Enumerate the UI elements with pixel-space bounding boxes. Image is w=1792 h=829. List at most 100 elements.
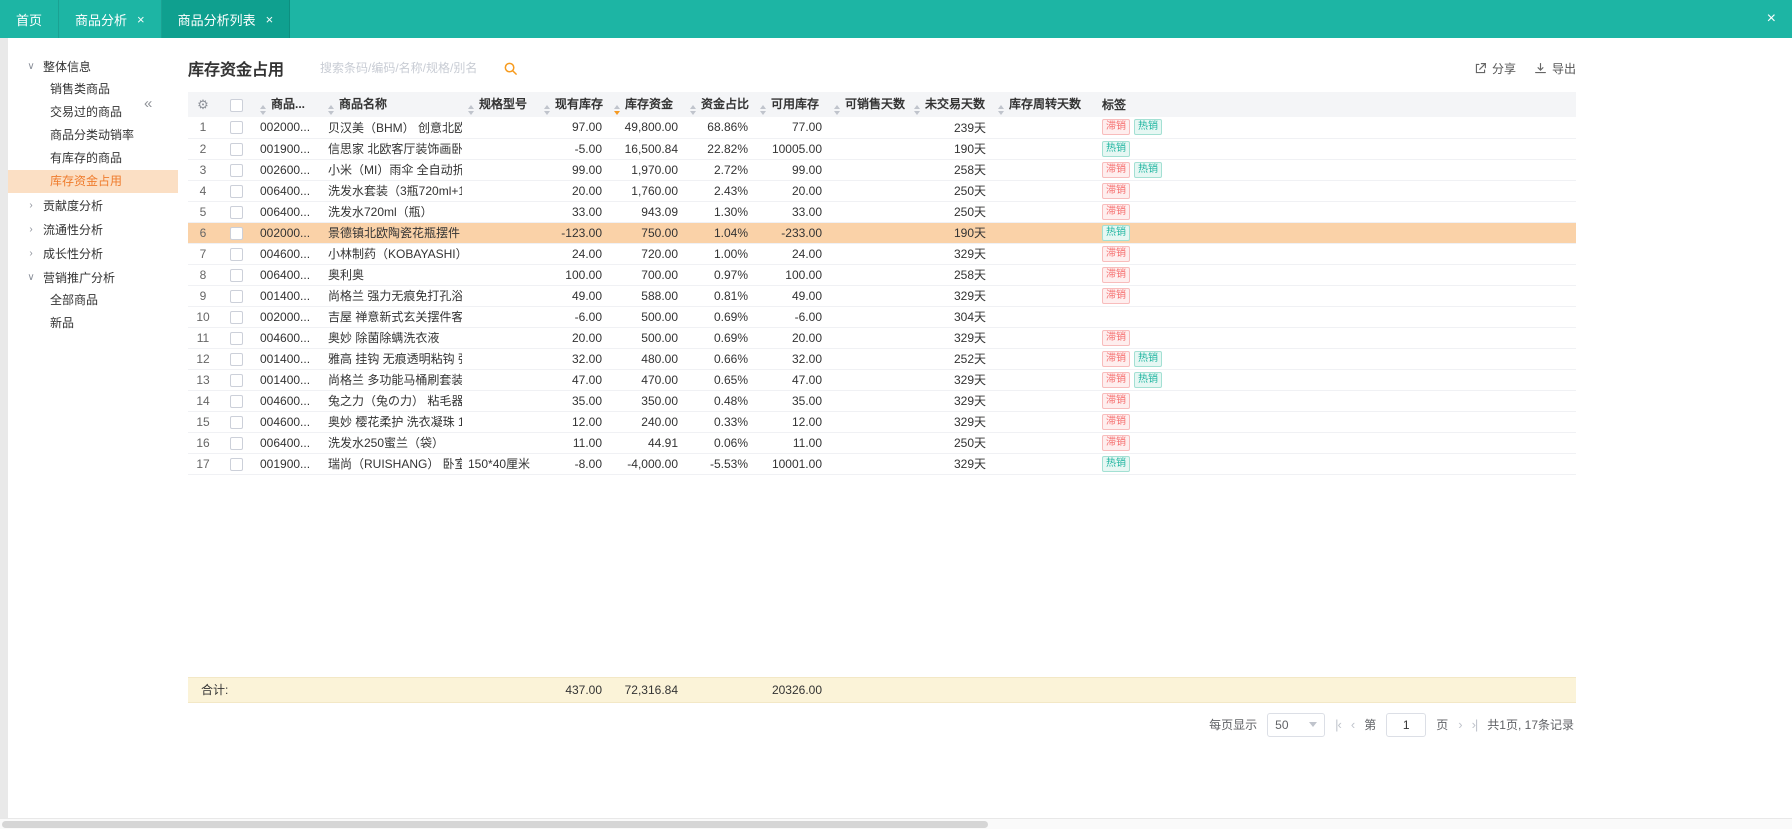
- tab-1[interactable]: 首页: [0, 0, 60, 38]
- export-button[interactable]: 导出: [1534, 60, 1576, 77]
- column-header-name[interactable]: 商品名称: [322, 92, 462, 117]
- row-checkbox[interactable]: [229, 394, 243, 408]
- row-checkbox[interactable]: [229, 121, 243, 135]
- next-page-button[interactable]: ›: [1458, 717, 1462, 732]
- row-checkbox[interactable]: [229, 373, 243, 387]
- sidebar-group-2[interactable]: › 贡献度分析: [8, 193, 178, 217]
- cell-stock: 20.00: [538, 180, 608, 202]
- row-checkbox[interactable]: [229, 331, 243, 345]
- column-header-tags[interactable]: 标签: [1096, 92, 1576, 117]
- row-checkbox[interactable]: [229, 268, 243, 282]
- search-input[interactable]: [318, 60, 498, 76]
- cell-spec: [462, 285, 538, 307]
- sidebar-item[interactable]: 销售类商品: [50, 82, 111, 96]
- tab-close-icon[interactable]: ×: [137, 11, 145, 27]
- first-page-button[interactable]: |‹: [1335, 717, 1342, 732]
- sidebar-group-5[interactable]: ∨ 营销推广分析: [8, 265, 178, 289]
- table-row[interactable]: 15 004600... 奥妙 樱花柔护 洗衣凝珠 10 12.00 240.00 0.3…: [188, 411, 1576, 433]
- row-checkbox[interactable]: [229, 436, 243, 450]
- sort-icon[interactable]: [998, 104, 1004, 115]
- horizontal-scrollbar-thumb[interactable]: [2, 821, 988, 828]
- column-header-code[interactable]: 商品...: [254, 92, 322, 117]
- tab-2[interactable]: 商品分析 ×: [59, 0, 162, 38]
- sort-icon[interactable]: [914, 104, 920, 115]
- table-row[interactable]: 16 006400... 洗发水250蜜兰（袋） 11.00 44.91 0.06% 11.…: [188, 432, 1576, 454]
- page-number-input[interactable]: [1386, 712, 1427, 737]
- cell-no_trade_days: 329天: [908, 453, 992, 475]
- row-checkbox[interactable]: [229, 415, 243, 429]
- sidebar-item[interactable]: 交易过的商品: [50, 105, 123, 119]
- table-row[interactable]: 3 002600... 小米（MI）雨伞 全自动折叠 99.00 1,970.00 2.7…: [188, 159, 1576, 181]
- row-checkbox[interactable]: [229, 310, 243, 324]
- row-checkbox[interactable]: [229, 226, 243, 240]
- sidebar-group-3[interactable]: › 流通性分析: [8, 217, 178, 241]
- cell-stock: 33.00: [538, 201, 608, 223]
- horizontal-scrollbar[interactable]: [0, 818, 1792, 829]
- sort-icon[interactable]: [614, 104, 620, 115]
- sidebar-item[interactable]: 有库存的商品: [50, 151, 123, 165]
- column-header-no_trade_days[interactable]: 未交易天数: [908, 92, 992, 117]
- select-all-checkbox[interactable]: [229, 98, 243, 112]
- tab-3[interactable]: 商品分析列表 ×: [161, 0, 291, 38]
- total-empty-cell: [828, 676, 1576, 703]
- table-row[interactable]: 2 001900... 信思家 北欧客厅装饰画卧室 -5.00 16,500.84 22.…: [188, 138, 1576, 160]
- row-checkbox-cell: [218, 222, 254, 244]
- sort-icon[interactable]: [328, 104, 334, 115]
- sort-icon[interactable]: [260, 104, 266, 115]
- tag-badge: 滞销: [1102, 119, 1130, 136]
- sidebar-item[interactable]: 库存资金占用: [8, 170, 178, 193]
- row-checkbox[interactable]: [229, 205, 243, 219]
- sort-icon[interactable]: [544, 104, 550, 115]
- sidebar-item[interactable]: 全部商品: [50, 293, 99, 307]
- column-settings-icon[interactable]: ⚙: [197, 96, 209, 112]
- sort-icon[interactable]: [690, 104, 696, 115]
- column-label: 库存周转天数: [1009, 96, 1082, 111]
- tag-badge: 热销: [1134, 371, 1162, 388]
- column-header-sellable_days[interactable]: 可销售天数: [828, 92, 908, 117]
- sidebar-collapse-button[interactable]: «: [144, 95, 153, 112]
- table-row[interactable]: 11 004600... 奥妙 除菌除螨洗衣液 20.00 500.00 0.69% 20.…: [188, 327, 1576, 349]
- sort-icon[interactable]: [468, 104, 474, 115]
- table-row[interactable]: 4006400...洗发水套装（3瓶720ml+1瓶20.001,760.002…: [188, 180, 1576, 202]
- search-icon[interactable]: [503, 61, 518, 76]
- table-row[interactable]: 8 006400... 奥利奥 100.00 700.00 0.97% 100.00 258天…: [188, 264, 1576, 286]
- table-row[interactable]: 17 001900...瑞尚（RUISHANG） 卧室装150*40厘米-8.00…: [188, 453, 1576, 475]
- table-row[interactable]: 10 002000... 吉屋 禅意新式玄关摆件客厅 -6.00 500.00 0.69%…: [188, 306, 1576, 328]
- sidebar-item[interactable]: 新品: [50, 316, 75, 330]
- tab-close-icon[interactable]: ×: [265, 11, 274, 27]
- cell-spec: [462, 369, 538, 391]
- sidebar-group-1[interactable]: ∨ 整体信息: [8, 54, 178, 78]
- column-header-stock[interactable]: 现有库存: [538, 92, 608, 117]
- row-checkbox[interactable]: [229, 289, 243, 303]
- row-checkbox-cell: [218, 453, 254, 475]
- table-row[interactable]: 6 002000... 景德镇北欧陶瓷花瓶摆件 优 -123.00 750.00 1.04…: [188, 222, 1576, 244]
- sidebar-group-4[interactable]: › 成长性分析: [8, 241, 178, 265]
- column-header-spec[interactable]: 规格型号: [462, 92, 538, 117]
- sidebar-item[interactable]: 商品分类动销率: [50, 128, 135, 142]
- page-size-select[interactable]: 50: [1267, 712, 1326, 737]
- column-header-ratio[interactable]: 资金占比: [684, 92, 754, 117]
- sort-icon[interactable]: [834, 104, 840, 115]
- row-checkbox[interactable]: [229, 142, 243, 156]
- table-row[interactable]: 7004600...小林制药（KOBAYASHI）日24.00720.001.0…: [188, 243, 1576, 265]
- share-button[interactable]: 分享: [1474, 60, 1516, 77]
- table-row[interactable]: 5 006400... 洗发水720ml（瓶） 33.00 943.09 1.30% 33.…: [188, 201, 1576, 223]
- prev-page-button[interactable]: ‹: [1350, 717, 1355, 732]
- row-checkbox[interactable]: [229, 352, 243, 366]
- column-header-available[interactable]: 可用库存: [754, 92, 828, 117]
- sort-icon[interactable]: [760, 104, 766, 115]
- row-checkbox[interactable]: [229, 163, 243, 177]
- table-row[interactable]: 14 004600... 兔之力（兔の力） 粘毛器粘 35.00 350.00 0.48%…: [188, 390, 1576, 412]
- row-checkbox[interactable]: [229, 184, 243, 198]
- table-row[interactable]: 1 002000...贝汉美（BHM） 创意北欧陶瓷 97.0049,800.006…: [188, 117, 1576, 139]
- row-checkbox[interactable]: [229, 457, 243, 471]
- row-checkbox-cell: [218, 327, 254, 349]
- last-page-button[interactable]: ›|: [1471, 717, 1479, 732]
- row-checkbox[interactable]: [229, 247, 243, 261]
- column-header-capital[interactable]: 库存资金: [608, 92, 684, 117]
- window-close-icon[interactable]: ×: [1766, 10, 1776, 27]
- table-row[interactable]: 9 001400... 尚格兰 强力无痕免打孔浴室 49.00 588.00 0.81% 4…: [188, 285, 1576, 307]
- column-header-turnover_days[interactable]: 库存周转天数: [992, 92, 1096, 117]
